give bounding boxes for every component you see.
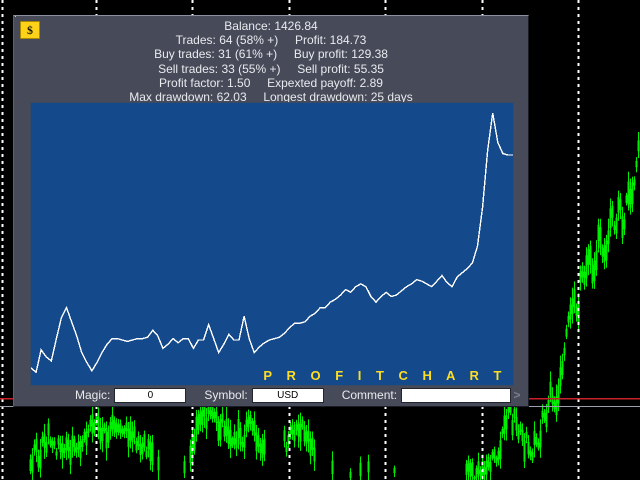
stat-row-drawdown: Max drawdown: 62.03 Longest drawdown: 25…: [14, 90, 528, 104]
panel-corner-marker: [15, 16, 16, 17]
comment-input[interactable]: [401, 387, 512, 403]
stat-row-balance: Balance: 1426.84: [14, 19, 528, 33]
sell-profit-value: 55.35: [353, 61, 384, 76]
profit-chart-title: P R O F I T C H A R T: [263, 368, 507, 383]
comment-label: Comment:: [341, 388, 398, 402]
buy-profit-label: Buy profit:: [293, 47, 348, 62]
sell-trades-label: Sell trades:: [158, 61, 219, 76]
expand-panel-button[interactable]: >: [513, 388, 521, 402]
expected-payoff-label: Expexted payoff:: [267, 75, 357, 90]
longest-drawdown-value: 25 days: [370, 90, 413, 105]
longest-drawdown-label: Longest drawdown:: [263, 90, 368, 105]
max-drawdown-value: 62.03: [216, 90, 247, 105]
symbol-input[interactable]: [251, 387, 324, 403]
profit-line-svg: [31, 112, 513, 374]
trades-label: Trades:: [175, 33, 216, 48]
profit-chart[interactable]: P R O F I T C H A R T: [30, 102, 514, 386]
statistics-block: Balance: 1426.84 Trades: 64 (58% +) Prof…: [14, 19, 528, 104]
sell-trades-value: 33: [221, 61, 235, 76]
expected-payoff-value: 2.89: [359, 75, 383, 90]
stat-row-sell-trades: Sell trades: 33 (55% +) Sell profit: 55.…: [14, 62, 528, 76]
profit-factor-label: Profit factor:: [159, 75, 224, 90]
trades-percent: (58% +): [235, 33, 279, 48]
stat-row-profit-factor: Profit factor: 1.50 Expexted payoff: 2.8…: [14, 76, 528, 90]
sell-trades-percent: (55% +): [238, 61, 281, 76]
buy-trades-value: 31: [218, 47, 232, 62]
profit-factor-value: 1.50: [227, 75, 251, 90]
magic-label: Magic:: [75, 388, 111, 402]
dollar-icon[interactable]: $: [20, 21, 40, 39]
ea-info-panel: $ Balance: 1426.84 Trades: 64 (58% +) Pr…: [13, 15, 529, 407]
buy-trades-label: Buy trades:: [154, 47, 215, 62]
trades-value: 64: [219, 33, 233, 48]
magic-input[interactable]: [114, 387, 187, 403]
profit-value: 184.73: [329, 33, 367, 48]
max-drawdown-label: Max drawdown:: [129, 90, 214, 105]
sell-profit-label: Sell profit:: [297, 61, 351, 76]
settings-input-bar: Magic: Symbol: Comment:: [15, 385, 529, 405]
symbol-label: Symbol:: [204, 388, 248, 402]
buy-profit-value: 129.38: [351, 47, 388, 62]
balance-label: Balance:: [224, 19, 271, 33]
profit-label: Profit:: [294, 33, 327, 48]
balance-value: 1426.84: [274, 19, 318, 33]
buy-trades-percent: (61% +): [234, 47, 278, 62]
stat-row-buy-trades: Buy trades: 31 (61% +) Buy profit: 129.3…: [14, 47, 528, 61]
stat-row-trades: Trades: 64 (58% +) Profit: 184.73: [14, 33, 528, 47]
